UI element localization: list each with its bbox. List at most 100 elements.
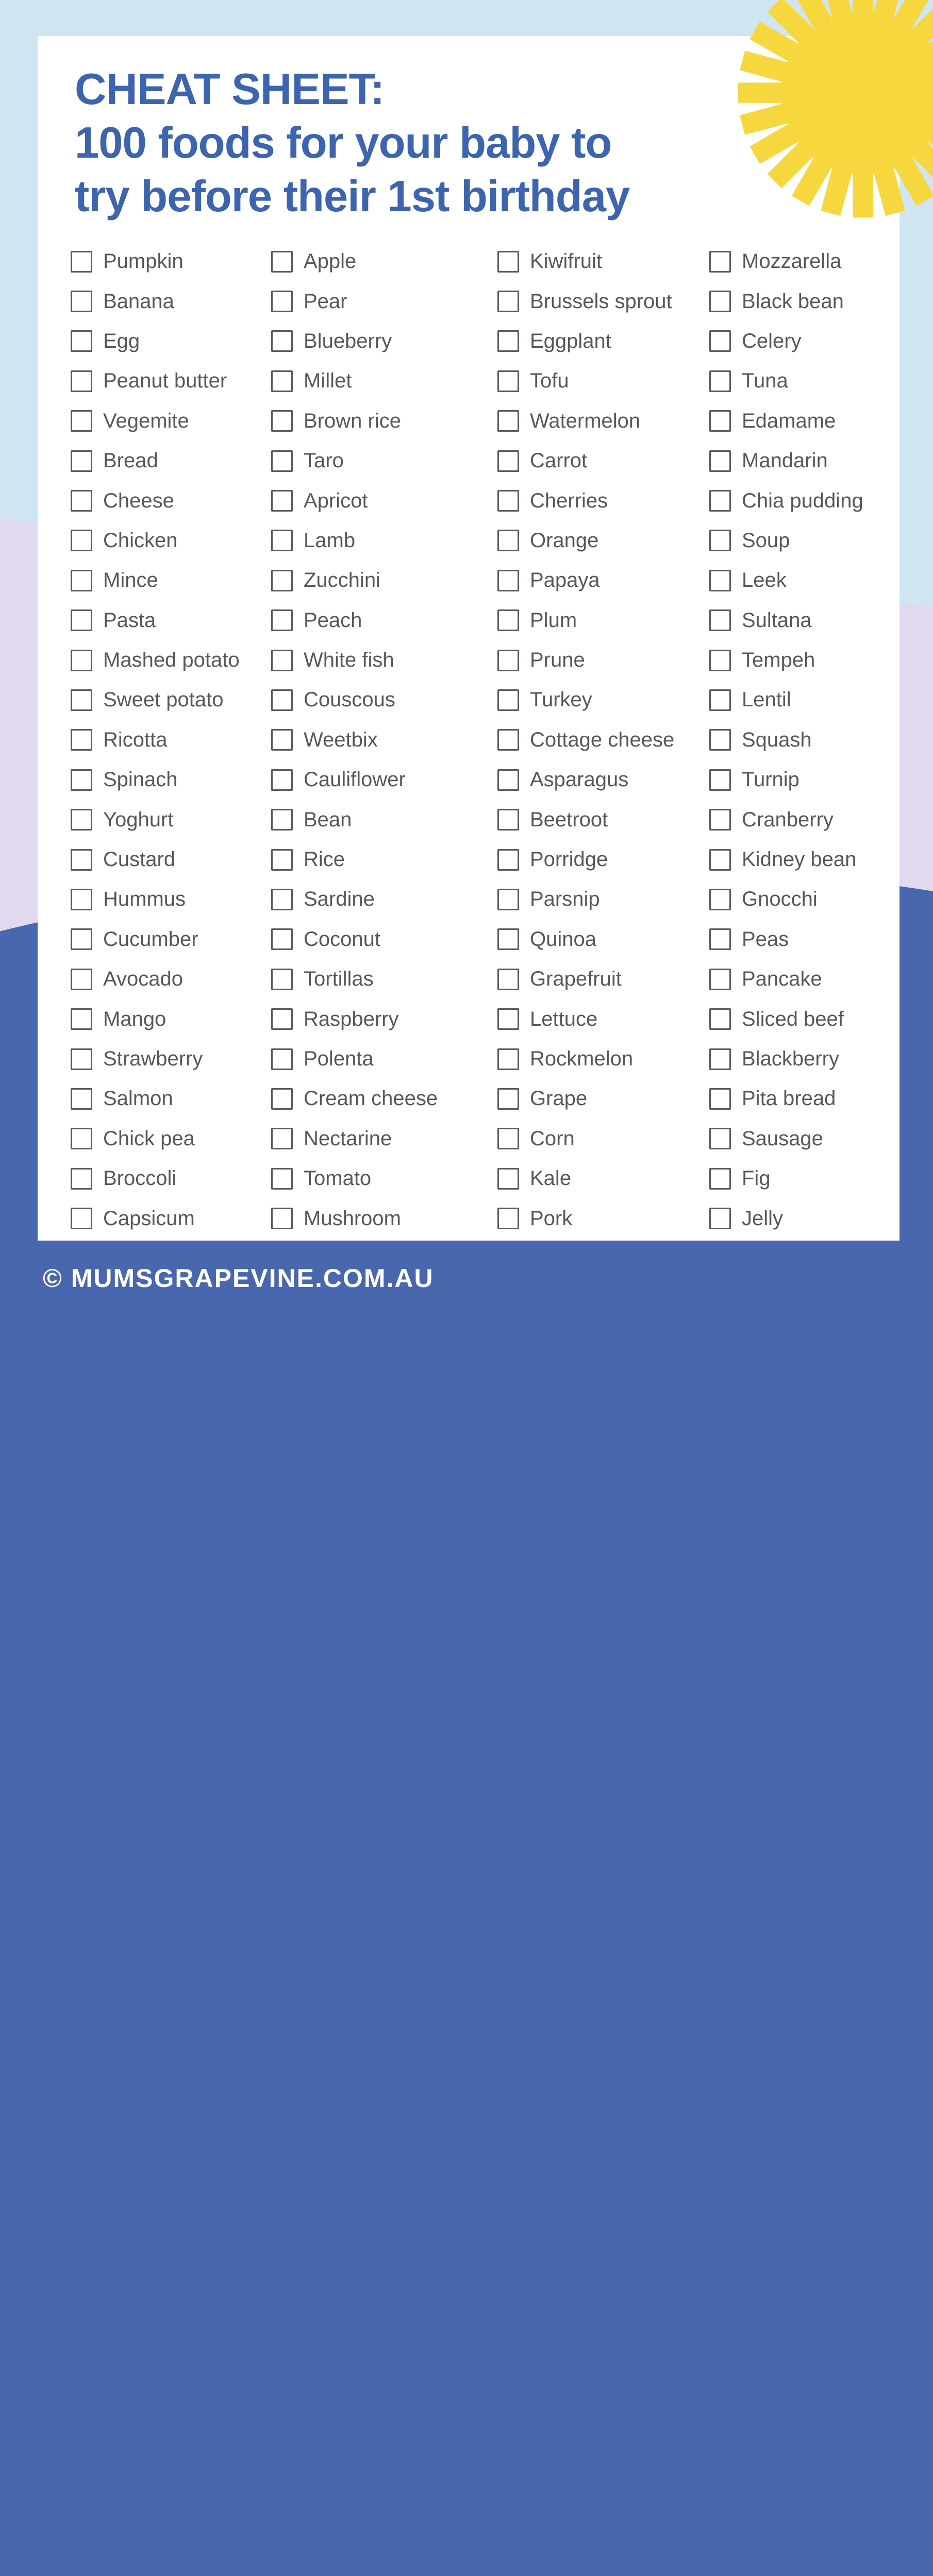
checkbox[interactable] <box>71 370 92 392</box>
checkbox[interactable] <box>271 490 293 512</box>
checkbox[interactable] <box>71 569 92 591</box>
checklist-item[interactable]: Peach <box>271 601 438 640</box>
checklist-item[interactable]: Broccoli <box>71 1159 240 1198</box>
checkbox[interactable] <box>71 1088 92 1110</box>
checklist-item[interactable]: Fig <box>709 1159 863 1198</box>
checkbox[interactable] <box>709 849 731 871</box>
checklist-item[interactable]: Hummus <box>71 879 240 919</box>
checklist-item[interactable]: Pork <box>497 1198 674 1238</box>
checkbox[interactable] <box>709 689 731 711</box>
checklist-item[interactable]: Sultana <box>709 601 863 640</box>
checklist-item[interactable]: Chia pudding <box>709 481 863 520</box>
checklist-item[interactable]: Mandarin <box>709 441 863 481</box>
checklist-item[interactable]: Lettuce <box>497 999 674 1039</box>
checkbox[interactable] <box>709 769 731 791</box>
checkbox[interactable] <box>497 809 519 831</box>
checkbox[interactable] <box>497 769 519 791</box>
checklist-item[interactable]: Eggplant <box>497 321 674 361</box>
checkbox[interactable] <box>271 370 293 392</box>
checklist-item[interactable]: Cottage cheese <box>497 720 674 760</box>
checklist-item[interactable]: Pear <box>271 281 438 321</box>
checklist-item[interactable]: Nectarine <box>271 1119 438 1159</box>
checklist-item[interactable]: Parsnip <box>497 879 674 919</box>
checkbox[interactable] <box>271 530 293 552</box>
checklist-item[interactable]: Brussels sprout <box>497 281 674 321</box>
checkbox[interactable] <box>71 888 92 910</box>
checkbox[interactable] <box>271 569 293 591</box>
checklist-item[interactable]: Kale <box>497 1159 674 1198</box>
checkbox[interactable] <box>71 1167 92 1190</box>
checkbox[interactable] <box>709 609 731 632</box>
checkbox[interactable] <box>71 1008 92 1030</box>
checklist-item[interactable]: Edamame <box>709 401 863 441</box>
checklist-item[interactable]: Kiwifruit <box>497 242 674 281</box>
checkbox[interactable] <box>271 888 293 910</box>
checkbox[interactable] <box>271 689 293 711</box>
checkbox[interactable] <box>709 928 731 951</box>
checkbox[interactable] <box>271 1088 293 1110</box>
checkbox[interactable] <box>271 1208 293 1230</box>
checklist-item[interactable]: Sausage <box>709 1119 863 1159</box>
checklist-item[interactable]: Gnocchi <box>709 879 863 919</box>
checkbox[interactable] <box>709 530 731 552</box>
checklist-item[interactable]: Prune <box>497 640 674 680</box>
checklist-item[interactable]: Plum <box>497 601 674 640</box>
checkbox[interactable] <box>497 1167 519 1190</box>
checklist-item[interactable]: Bread <box>71 441 240 481</box>
checklist-item[interactable]: Rice <box>271 840 438 879</box>
checkbox[interactable] <box>271 968 293 990</box>
checklist-item[interactable]: Spinach <box>71 760 240 800</box>
checkbox[interactable] <box>271 330 293 352</box>
checklist-item[interactable]: Bean <box>271 800 438 839</box>
checklist-item[interactable]: Blueberry <box>271 321 438 361</box>
checkbox[interactable] <box>497 689 519 711</box>
checklist-item[interactable]: Apple <box>271 242 438 281</box>
checkbox[interactable] <box>497 729 519 751</box>
checklist-item[interactable]: Ricotta <box>71 720 240 760</box>
checklist-item[interactable]: Asparagus <box>497 760 674 800</box>
checklist-item[interactable]: Rockmelon <box>497 1039 674 1079</box>
checklist-item[interactable]: Corn <box>497 1119 674 1159</box>
checkbox[interactable] <box>271 928 293 951</box>
checklist-item[interactable]: Mango <box>71 999 240 1039</box>
checklist-item[interactable]: Custard <box>71 840 240 879</box>
checklist-item[interactable]: White fish <box>271 640 438 680</box>
checkbox[interactable] <box>497 928 519 951</box>
checkbox[interactable] <box>497 291 519 313</box>
checklist-item[interactable]: Turkey <box>497 680 674 720</box>
checklist-item[interactable]: Pita bread <box>709 1079 863 1118</box>
checkbox[interactable] <box>271 609 293 632</box>
checklist-item[interactable]: Cream cheese <box>271 1079 438 1118</box>
checkbox[interactable] <box>709 291 731 313</box>
checklist-item[interactable]: Mushroom <box>271 1198 438 1238</box>
checklist-item[interactable]: Chick pea <box>71 1119 240 1159</box>
checkbox[interactable] <box>71 1048 92 1070</box>
checkbox[interactable] <box>497 849 519 871</box>
checkbox[interactable] <box>271 1008 293 1030</box>
checkbox[interactable] <box>71 649 92 671</box>
checklist-item[interactable]: Pancake <box>709 959 863 999</box>
checkbox[interactable] <box>71 1208 92 1230</box>
checkbox[interactable] <box>71 729 92 751</box>
checkbox[interactable] <box>709 569 731 591</box>
checkbox[interactable] <box>709 410 731 432</box>
checkbox[interactable] <box>497 1008 519 1030</box>
checklist-item[interactable]: Cherries <box>497 481 674 520</box>
checklist-item[interactable]: Lentil <box>709 680 863 720</box>
checklist-item[interactable]: Avocado <box>71 959 240 999</box>
checkbox[interactable] <box>71 968 92 990</box>
checkbox[interactable] <box>497 490 519 512</box>
checkbox[interactable] <box>497 609 519 632</box>
checklist-item[interactable]: Watermelon <box>497 401 674 441</box>
checkbox[interactable] <box>709 888 731 910</box>
checkbox[interactable] <box>271 809 293 831</box>
checkbox[interactable] <box>497 1128 519 1150</box>
checkbox[interactable] <box>497 410 519 432</box>
checklist-item[interactable]: Millet <box>271 361 438 401</box>
checklist-item[interactable]: Strawberry <box>71 1039 240 1079</box>
checkbox[interactable] <box>71 769 92 791</box>
checklist-item[interactable]: Porridge <box>497 840 674 879</box>
checkbox[interactable] <box>497 888 519 910</box>
checklist-item[interactable]: Quinoa <box>497 920 674 959</box>
checklist-item[interactable]: Lamb <box>271 521 438 561</box>
